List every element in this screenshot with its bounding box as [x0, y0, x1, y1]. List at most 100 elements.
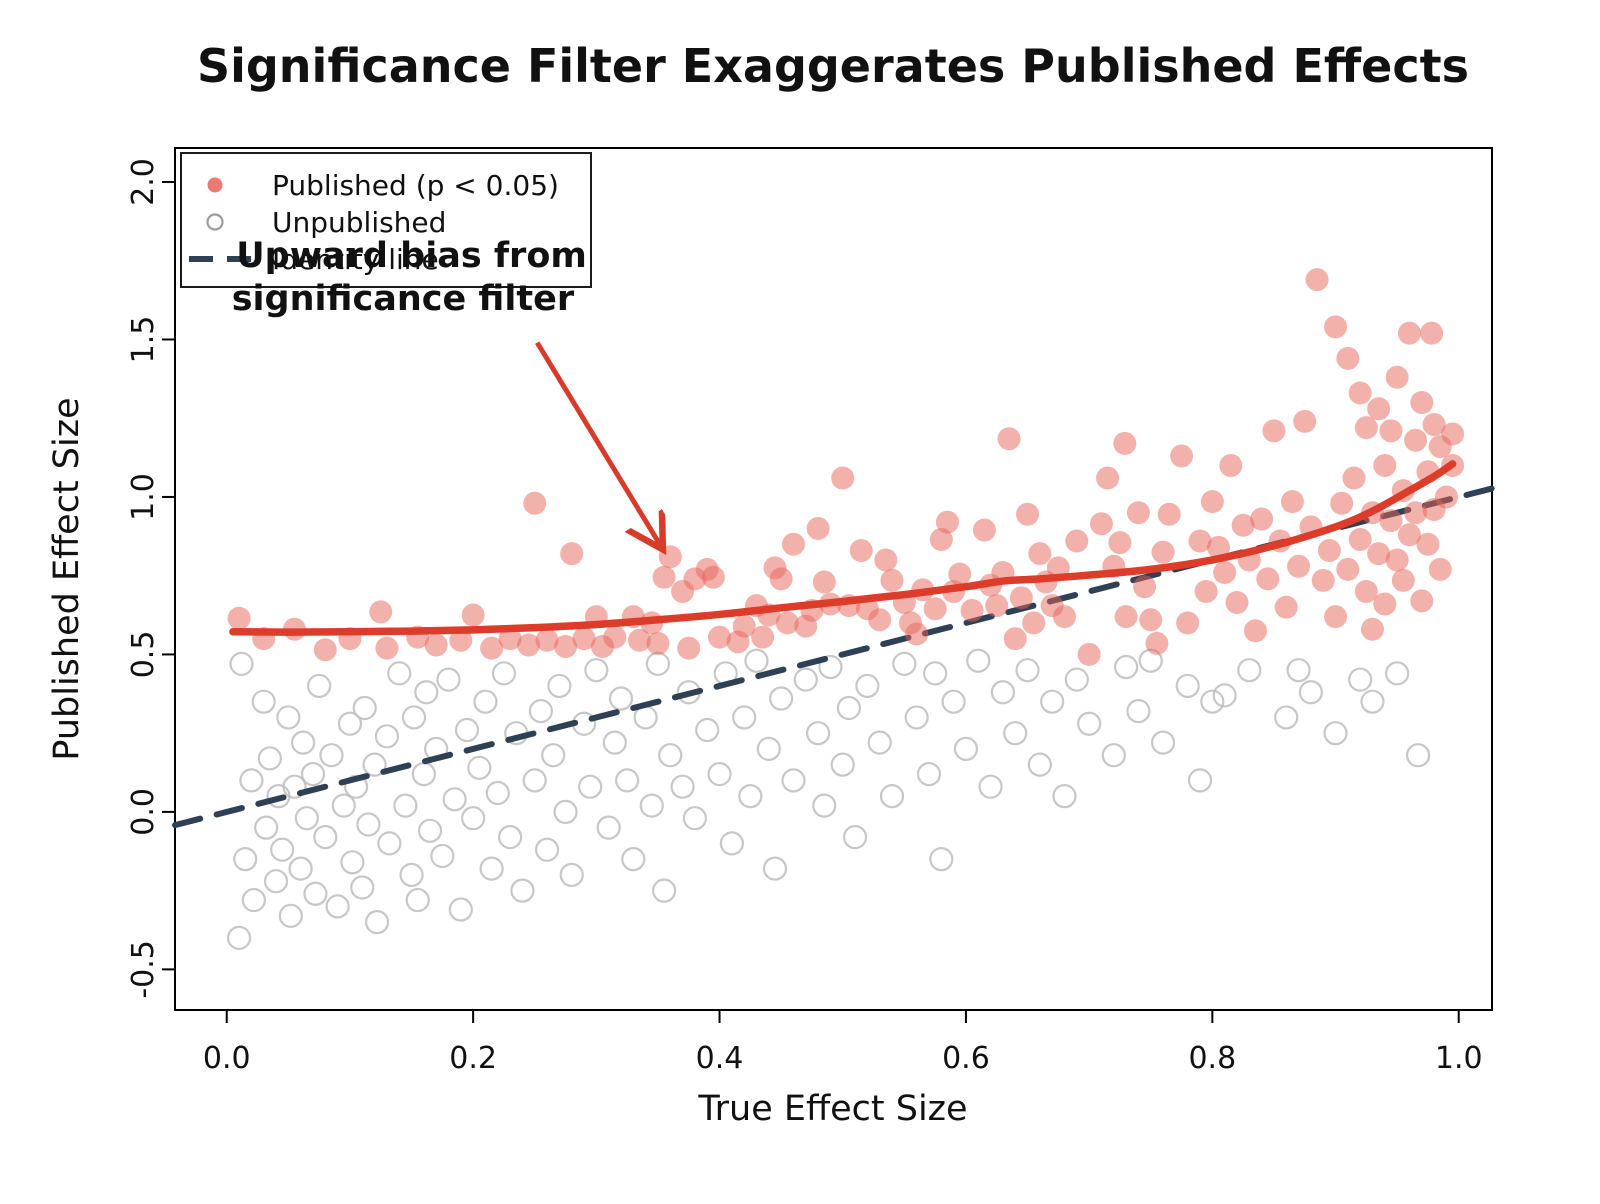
x-tick-label: 0.2 — [449, 1041, 497, 1076]
data-point-unpublished — [966, 648, 991, 673]
data-point-published — [781, 532, 805, 556]
data-point-published — [1420, 321, 1444, 345]
annotation-line-2: significance filter — [232, 279, 575, 319]
y-tick-label: 1.5 — [126, 316, 161, 364]
data-point-unpublished — [1126, 699, 1151, 724]
data-point-unpublished — [596, 815, 621, 840]
data-point-published — [1243, 619, 1267, 643]
data-point-unpublished — [602, 730, 627, 755]
data-point-published — [1003, 627, 1027, 651]
data-point-published — [461, 603, 485, 627]
data-point-published — [1434, 485, 1458, 509]
data-point-unpublished — [278, 903, 303, 928]
data-point-unpublished — [990, 680, 1015, 705]
chart-title: Significance Filter Exaggerates Publishe… — [197, 39, 1469, 93]
data-point-published — [369, 600, 393, 624]
data-point-unpublished — [639, 793, 664, 818]
data-point-unpublished — [498, 824, 523, 850]
data-point-unpublished — [892, 651, 917, 676]
data-point-unpublished — [1298, 680, 1323, 705]
data-point-unpublished — [1052, 784, 1077, 809]
data-point-published — [652, 565, 676, 589]
data-point-published — [523, 491, 547, 515]
data-point-published — [627, 628, 651, 652]
data-point-unpublished — [806, 721, 831, 746]
data-point-unpublished — [818, 654, 843, 680]
data-point-published — [1354, 416, 1378, 440]
data-point-unpublished — [812, 793, 837, 818]
legend-published-label: Published (p < 0.05) — [272, 169, 559, 202]
data-point-published — [1133, 575, 1157, 599]
data-point-unpublished — [485, 780, 510, 806]
data-point-unpublished — [522, 768, 547, 793]
data-point-unpublished — [1113, 654, 1139, 680]
data-point-unpublished — [364, 910, 390, 935]
data-point-unpublished — [1385, 661, 1410, 686]
data-point-published — [1206, 535, 1230, 559]
data-point-unpublished — [362, 752, 387, 777]
x-tick-label: 0.4 — [696, 1041, 744, 1076]
data-point-published — [1324, 605, 1348, 629]
data-point-published — [948, 562, 972, 586]
y-tick-label: -0.5 — [126, 940, 161, 999]
plot-area-border — [174, 147, 1493, 1011]
data-point-published — [868, 608, 892, 632]
data-point-published — [1280, 490, 1304, 514]
data-point-published — [732, 614, 756, 638]
data-point-unpublished — [658, 743, 683, 768]
data-point-unpublished — [842, 824, 868, 850]
data-point-unpublished — [307, 673, 332, 699]
data-point-published — [1367, 542, 1391, 566]
data-point-unpublished — [340, 850, 365, 875]
data-point-unpublished — [541, 743, 566, 768]
data-point-published — [1022, 611, 1046, 635]
data-point-unpublished — [1348, 667, 1373, 692]
data-point-published — [1336, 557, 1360, 581]
data-point-unpublished — [282, 774, 307, 799]
data-point-unpublished — [1274, 705, 1299, 730]
data-point-published — [1151, 540, 1175, 564]
data-point-unpublished — [352, 695, 377, 721]
data-point-published — [646, 631, 670, 655]
data-point-unpublished — [615, 768, 640, 793]
data-point-unpublished — [233, 847, 258, 872]
data-point-published — [227, 606, 251, 630]
data-point-unpublished — [473, 689, 498, 714]
data-point-published — [1250, 507, 1274, 531]
data-point-unpublished — [1015, 658, 1040, 683]
legend-unpublished-label: Unpublished — [272, 206, 446, 239]
data-point-unpublished — [732, 705, 757, 730]
data-point-unpublished — [1187, 768, 1213, 793]
data-point-unpublished — [331, 793, 356, 818]
data-point-published — [1200, 490, 1224, 514]
data-point-unpublished — [1200, 689, 1225, 714]
data-point-published — [1065, 529, 1089, 553]
x-tick-label: 0.6 — [942, 1041, 990, 1076]
axes: 0.0 0.2 0.4 0.6 0.8 1.0 -0.5 0.0 0.5 1.0 1.5 2.0 — [126, 158, 1483, 1076]
data-point-unpublished — [645, 651, 671, 676]
data-point-unpublished — [294, 806, 319, 831]
data-point-published — [1293, 409, 1317, 433]
data-point-unpublished — [621, 847, 646, 872]
data-point-unpublished — [719, 831, 744, 856]
data-point-unpublished — [744, 648, 769, 673]
y-tick-label: 1.0 — [126, 473, 161, 521]
y-axis-title: Published Effect Size — [47, 397, 87, 760]
data-point-unpublished — [491, 661, 517, 686]
data-point-published — [1096, 466, 1120, 490]
data-point-unpublished — [867, 730, 892, 755]
data-point-unpublished — [241, 887, 266, 913]
data-point-published — [498, 627, 522, 651]
data-point-published — [769, 567, 793, 591]
data-point-published — [1441, 422, 1465, 446]
data-point-unpublished — [904, 705, 929, 730]
data-point-published — [1410, 589, 1434, 613]
data-point-published — [1139, 608, 1163, 632]
data-point-published — [1324, 315, 1348, 339]
data-point-published — [1194, 579, 1218, 603]
data-point-published — [1410, 390, 1434, 414]
data-point-unpublished — [953, 736, 979, 762]
data-point-published — [1188, 529, 1212, 553]
data-point-published — [905, 622, 929, 646]
data-point-published — [1348, 381, 1372, 405]
